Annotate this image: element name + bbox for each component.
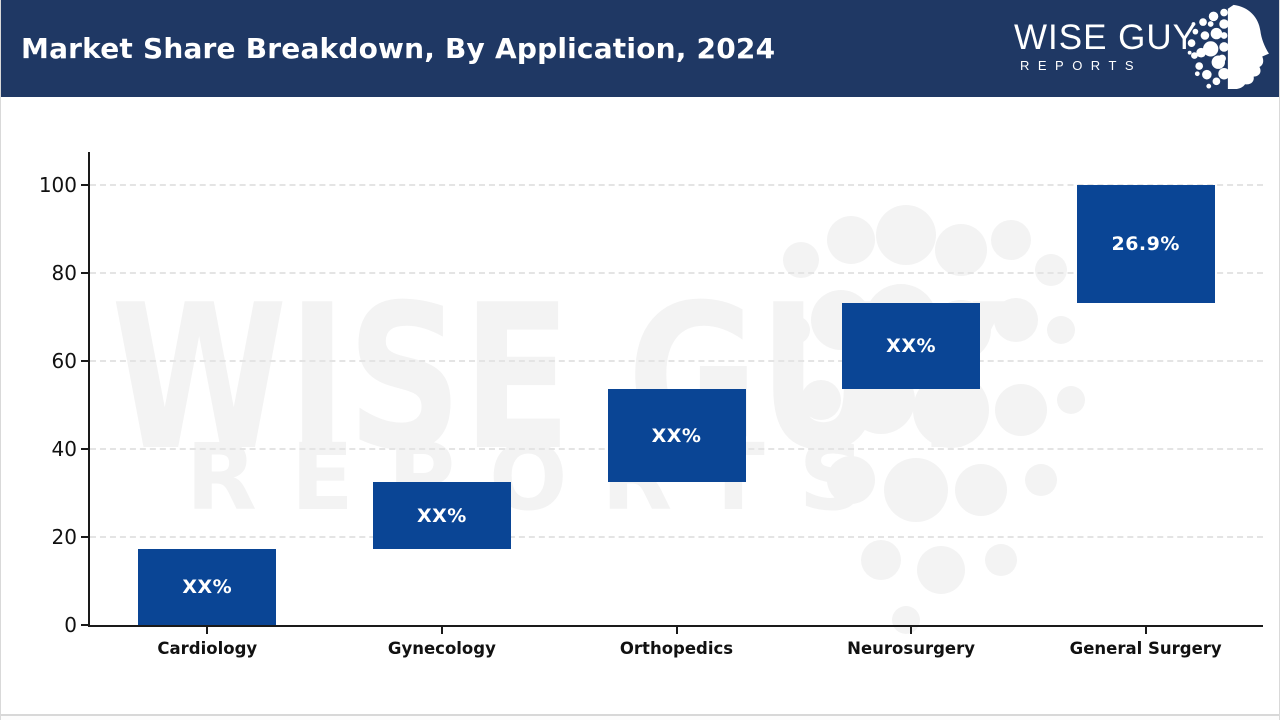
y-tick-label-20: 20 xyxy=(51,525,77,549)
y-axis-line xyxy=(88,152,90,627)
bar-label-neurosurgery: XX% xyxy=(886,335,937,358)
bar-gynecology: XX% xyxy=(372,482,511,550)
y-tick-label-80: 80 xyxy=(51,261,77,285)
x-axis-line xyxy=(88,625,1263,627)
bar-neurosurgery: XX% xyxy=(842,303,981,389)
brand-logo: WISE GUY REPORTS xyxy=(1014,0,1269,97)
brand-name: WISE GUY xyxy=(1013,17,1197,57)
x-tick-cardiology xyxy=(206,627,209,634)
gridline-20 xyxy=(90,536,1263,538)
y-tick-label-40: 40 xyxy=(51,437,77,461)
footer-rule xyxy=(1,714,1279,720)
brand-logo-text: WISE GUY REPORTS xyxy=(1013,17,1197,74)
x-axis-label-general-surgery: General Surgery xyxy=(1069,639,1222,658)
chart-title: Market Share Breakdown, By Application, … xyxy=(21,32,776,65)
x-axis-label-orthopedics: Orthopedics xyxy=(619,639,734,658)
bar-orthopedics: XX% xyxy=(607,388,746,483)
x-axis-label-cardiology: Cardiology xyxy=(157,639,258,658)
y-tick-100 xyxy=(81,184,89,186)
watermark-text-line2: REPORTS xyxy=(186,424,900,531)
x-tick-neurosurgery xyxy=(910,627,913,634)
gridline-80 xyxy=(90,272,1263,274)
bar-label-orthopedics: XX% xyxy=(651,424,702,447)
y-tick-0 xyxy=(81,624,89,626)
bar-label-cardiology: XX% xyxy=(182,576,233,599)
gridline-100 xyxy=(90,184,1263,186)
bar-general-surgery: 26.9% xyxy=(1076,185,1215,304)
x-axis-label-gynecology: Gynecology xyxy=(387,639,496,658)
y-tick-40 xyxy=(81,448,89,450)
y-tick-20 xyxy=(81,536,89,538)
bar-label-gynecology: XX% xyxy=(416,504,467,527)
plot-area: WISE GUY REPORTS 0 20 40 60 80 100 XX% Cardiolo… xyxy=(1,97,1279,716)
y-tick-60 xyxy=(81,360,89,362)
gridline-60 xyxy=(90,360,1263,362)
x-tick-orthopedics xyxy=(675,627,678,634)
x-axis-label-neurosurgery: Neurosurgery xyxy=(847,639,975,658)
y-tick-label-100: 100 xyxy=(38,173,77,197)
x-tick-general-surgery xyxy=(1144,627,1147,634)
bar-cardiology: XX% xyxy=(138,549,277,625)
bar-label-general-surgery: 26.9% xyxy=(1111,233,1180,256)
header-bar: Market Share Breakdown, By Application, … xyxy=(1,0,1279,97)
y-tick-label-0: 0 xyxy=(64,613,77,637)
head-profile-logo-icon xyxy=(1187,4,1269,89)
y-tick-80 xyxy=(81,272,89,274)
brand-subtitle: REPORTS xyxy=(1019,58,1143,74)
x-tick-gynecology xyxy=(440,627,443,634)
y-tick-label-60: 60 xyxy=(51,349,77,373)
